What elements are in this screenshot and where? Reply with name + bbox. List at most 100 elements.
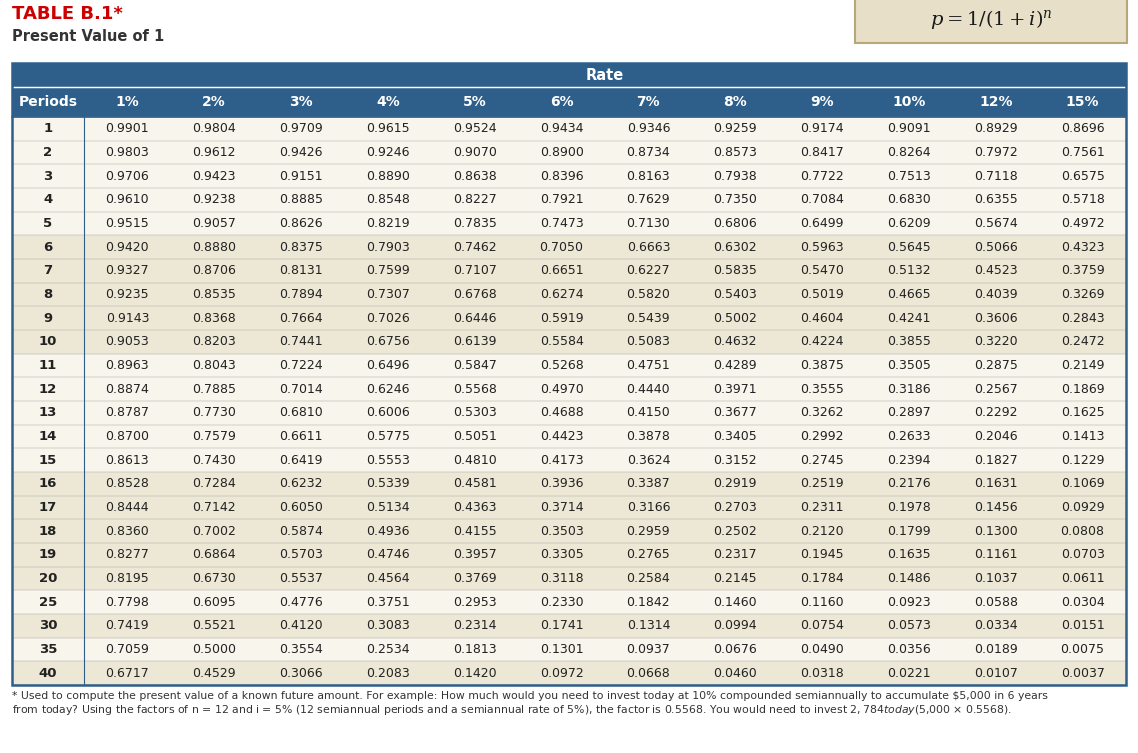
Bar [13, 282, 1125, 306]
Text: Periods: Periods [18, 95, 77, 109]
Text: 0.5134: 0.5134 [366, 501, 410, 514]
Bar [13, 354, 1125, 377]
Text: 0.4289: 0.4289 [714, 359, 757, 372]
Bar [13, 188, 1125, 212]
Text: 0.7921: 0.7921 [539, 194, 584, 206]
Bar [13, 543, 1125, 567]
Text: 0.7224: 0.7224 [279, 359, 323, 372]
Text: 0.3503: 0.3503 [539, 525, 584, 538]
Text: 0.5470: 0.5470 [800, 264, 844, 277]
Text: 0.7730: 0.7730 [192, 407, 237, 419]
Text: 0.7419: 0.7419 [106, 619, 149, 633]
Text: 0.6355: 0.6355 [974, 194, 1017, 206]
Bar [13, 472, 1125, 495]
Text: 30: 30 [39, 619, 57, 633]
Text: 0.1456: 0.1456 [974, 501, 1017, 514]
Text: 40: 40 [39, 666, 57, 680]
Text: 0.4970: 0.4970 [539, 383, 584, 395]
Text: 0.7722: 0.7722 [800, 169, 844, 183]
Text: 0.0075: 0.0075 [1061, 643, 1105, 656]
Text: 0.8900: 0.8900 [539, 146, 584, 159]
Text: 0.2046: 0.2046 [974, 430, 1017, 443]
Text: 0.0703: 0.0703 [1061, 548, 1105, 561]
Bar [518, 87, 605, 117]
Text: 0.6419: 0.6419 [279, 453, 323, 467]
Text: 18: 18 [39, 525, 57, 538]
Text: 0.4440: 0.4440 [627, 383, 670, 395]
Text: 0.8880: 0.8880 [192, 241, 237, 254]
Bar [13, 425, 1125, 448]
Text: 0.3083: 0.3083 [366, 619, 410, 633]
Text: 0.0808: 0.0808 [1061, 525, 1105, 538]
Text: 17: 17 [39, 501, 57, 514]
Text: 0.7050: 0.7050 [539, 241, 584, 254]
Text: 0.3118: 0.3118 [539, 572, 584, 585]
Text: TABLE B.1*: TABLE B.1* [13, 5, 123, 23]
Text: 4%: 4% [376, 95, 399, 109]
Text: 0.0972: 0.0972 [539, 666, 584, 680]
Text: 0.2992: 0.2992 [800, 430, 844, 443]
Text: 0.4529: 0.4529 [192, 666, 236, 680]
Bar [431, 87, 518, 117]
Bar [84, 87, 171, 117]
Text: 0.2745: 0.2745 [800, 453, 844, 467]
Text: 0.1799: 0.1799 [888, 525, 931, 538]
Text: 0.0356: 0.0356 [887, 643, 931, 656]
Text: 0.8696: 0.8696 [1061, 122, 1104, 136]
Text: 0.8163: 0.8163 [627, 169, 670, 183]
Text: 13: 13 [39, 407, 57, 419]
Text: 0.9804: 0.9804 [192, 122, 236, 136]
Text: 0.8219: 0.8219 [366, 217, 410, 230]
Text: 0.3677: 0.3677 [714, 407, 757, 419]
Text: 0.5847: 0.5847 [453, 359, 496, 372]
Text: 0.9709: 0.9709 [279, 122, 323, 136]
Text: 0.9143: 0.9143 [106, 312, 149, 325]
Text: 0.8227: 0.8227 [453, 194, 496, 206]
Text: 8%: 8% [724, 95, 748, 109]
Text: 0.6446: 0.6446 [453, 312, 496, 325]
Text: 0.5645: 0.5645 [887, 241, 931, 254]
Text: 0.2314: 0.2314 [453, 619, 496, 633]
Text: 0.0189: 0.0189 [974, 643, 1017, 656]
Text: 0.6756: 0.6756 [366, 335, 410, 349]
Text: 0.7894: 0.7894 [279, 288, 323, 301]
Text: 0.0460: 0.0460 [714, 666, 757, 680]
Text: 0.8787: 0.8787 [106, 407, 149, 419]
Text: 0.1631: 0.1631 [974, 477, 1017, 490]
Text: 0.2953: 0.2953 [453, 596, 496, 608]
Text: 0.4120: 0.4120 [279, 619, 323, 633]
Text: 0.0151: 0.0151 [1061, 619, 1105, 633]
Text: 0.7107: 0.7107 [453, 264, 496, 277]
Text: 0.1625: 0.1625 [1061, 407, 1104, 419]
Text: 0.1413: 0.1413 [1061, 430, 1104, 443]
Text: 0.8929: 0.8929 [974, 122, 1017, 136]
Bar [13, 401, 1125, 425]
Text: 0.4173: 0.4173 [539, 453, 584, 467]
Text: 0.9434: 0.9434 [539, 122, 584, 136]
Text: 0.8396: 0.8396 [539, 169, 584, 183]
Text: 7: 7 [43, 264, 52, 277]
Text: 0.6611: 0.6611 [279, 430, 323, 443]
Bar [13, 259, 1125, 282]
Text: 0.8277: 0.8277 [106, 548, 149, 561]
Bar [13, 117, 1125, 141]
Text: 0.5019: 0.5019 [800, 288, 844, 301]
Text: 0.7130: 0.7130 [627, 217, 670, 230]
Text: 0.8626: 0.8626 [279, 217, 323, 230]
Text: 0.0588: 0.0588 [974, 596, 1017, 608]
Bar [13, 63, 1125, 685]
Text: 0.8700: 0.8700 [106, 430, 149, 443]
Text: 6%: 6% [550, 95, 574, 109]
Text: 0.1037: 0.1037 [974, 572, 1017, 585]
Bar [13, 614, 1125, 638]
Text: 0.8535: 0.8535 [192, 288, 237, 301]
Text: 0.4632: 0.4632 [714, 335, 757, 349]
Text: 0.5439: 0.5439 [627, 312, 670, 325]
Text: 0.3624: 0.3624 [627, 453, 670, 467]
Text: 0.5537: 0.5537 [279, 572, 323, 585]
Text: 0.4150: 0.4150 [627, 407, 670, 419]
Text: 5%: 5% [463, 95, 487, 109]
Text: 0.4746: 0.4746 [366, 548, 410, 561]
Text: 10%: 10% [892, 95, 925, 109]
Text: 0.5703: 0.5703 [279, 548, 323, 561]
